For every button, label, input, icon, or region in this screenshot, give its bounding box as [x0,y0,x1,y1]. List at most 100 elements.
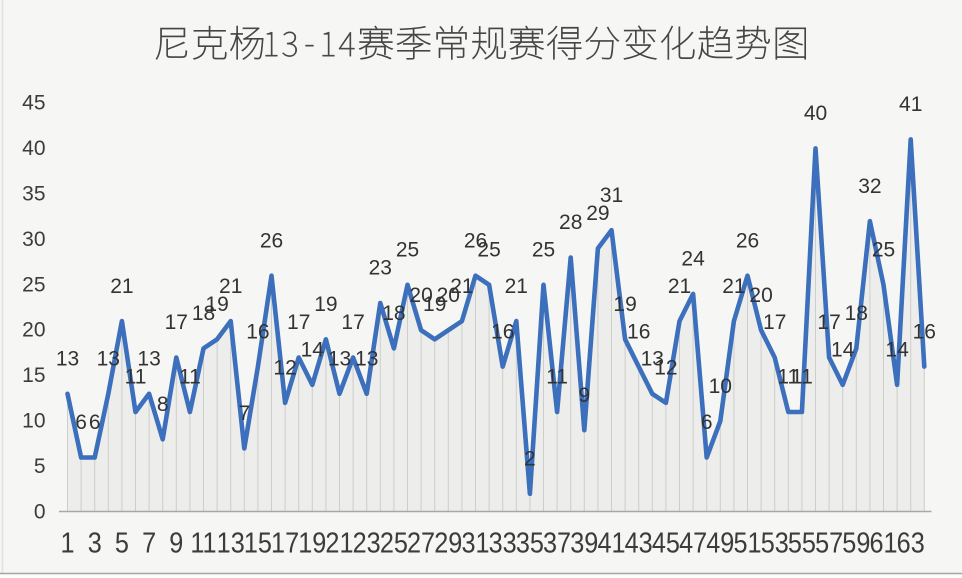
svg-text:30: 30 [22,228,45,251]
svg-text:11: 11 [791,366,813,389]
svg-text:19: 19 [205,293,228,316]
svg-text:7: 7 [142,526,156,559]
svg-text:23: 23 [369,257,392,280]
svg-text:53: 53 [761,526,789,559]
svg-text:25: 25 [532,239,555,262]
svg-text:18: 18 [192,302,215,325]
svg-text:13: 13 [56,348,79,371]
svg-text:15: 15 [244,526,272,559]
svg-text:59: 59 [842,526,870,559]
svg-text:13: 13 [328,348,351,371]
svg-text:25: 25 [396,239,419,262]
svg-text:35: 35 [22,182,45,205]
svg-text:20: 20 [437,284,460,307]
svg-text:14: 14 [831,339,855,362]
svg-text:19: 19 [613,293,636,316]
svg-text:29: 29 [586,202,609,225]
svg-text:41: 41 [899,93,922,116]
svg-text:11: 11 [125,366,147,389]
svg-text:39: 39 [570,526,598,559]
svg-text:19: 19 [314,293,337,316]
svg-text:26: 26 [736,229,759,252]
svg-text:40: 40 [22,137,45,160]
svg-text:16: 16 [491,320,514,343]
svg-text:55: 55 [788,526,816,559]
svg-text:1: 1 [60,526,74,559]
svg-text:45: 45 [22,92,45,115]
svg-text:47: 47 [679,526,707,559]
svg-text:14: 14 [301,339,325,362]
svg-text:26: 26 [464,229,487,252]
svg-text:11: 11 [179,366,201,389]
svg-text:11: 11 [546,366,568,389]
svg-text:12: 12 [654,357,677,380]
svg-text:61: 61 [869,526,897,559]
svg-text:6: 6 [75,411,87,434]
svg-text:7: 7 [238,402,250,425]
svg-text:35: 35 [516,526,544,559]
svg-text:9: 9 [578,384,590,407]
svg-text:10: 10 [22,410,45,433]
svg-text:40: 40 [804,102,827,125]
svg-text:21: 21 [722,275,745,298]
svg-text:5: 5 [115,526,129,559]
svg-text:63: 63 [897,526,925,559]
svg-text:17: 17 [165,311,188,334]
svg-text:16: 16 [913,320,936,343]
svg-text:19: 19 [298,526,326,559]
svg-text:29: 29 [434,526,462,559]
svg-text:17: 17 [341,311,364,334]
svg-text:21: 21 [450,275,473,298]
svg-text:21: 21 [668,275,691,298]
svg-text:24: 24 [681,248,705,271]
svg-text:37: 37 [543,526,571,559]
svg-text:10: 10 [709,375,732,398]
svg-text:5: 5 [34,455,46,478]
svg-text:17: 17 [271,526,299,559]
svg-text:14: 14 [885,339,909,362]
svg-text:31: 31 [600,184,623,207]
svg-text:25: 25 [477,239,500,262]
svg-text:20: 20 [409,284,432,307]
svg-text:43: 43 [625,526,653,559]
svg-text:2: 2 [524,448,536,471]
svg-text:21: 21 [325,526,353,559]
svg-text:41: 41 [597,526,625,559]
svg-text:49: 49 [706,526,734,559]
svg-text:19: 19 [423,293,446,316]
svg-text:16: 16 [627,320,650,343]
svg-text:33: 33 [489,526,517,559]
svg-text:57: 57 [815,526,843,559]
svg-text:21: 21 [110,275,133,298]
svg-text:18: 18 [845,302,868,325]
svg-text:26: 26 [260,229,283,252]
svg-text:13: 13 [355,348,378,371]
svg-text:11: 11 [777,366,799,389]
svg-text:20: 20 [22,319,45,342]
svg-text:15: 15 [22,364,45,387]
svg-text:6: 6 [701,411,713,434]
svg-text:9: 9 [169,526,183,559]
svg-text:17: 17 [817,311,840,334]
svg-text:31: 31 [462,526,490,559]
svg-text:13: 13 [97,348,120,371]
svg-text:13: 13 [641,348,664,371]
svg-text:12: 12 [273,357,296,380]
svg-text:18: 18 [382,302,405,325]
svg-text:32: 32 [858,175,881,198]
svg-text:27: 27 [407,526,435,559]
svg-text:28: 28 [559,211,582,234]
svg-text:25: 25 [22,273,45,296]
svg-text:25: 25 [380,526,408,559]
svg-text:20: 20 [749,284,772,307]
svg-text:11: 11 [190,526,216,559]
svg-text:45: 45 [652,526,680,559]
svg-text:17: 17 [287,311,310,334]
svg-text:21: 21 [505,275,528,298]
svg-text:8: 8 [157,393,169,416]
svg-text:0: 0 [34,501,46,524]
svg-text:23: 23 [353,526,381,559]
svg-text:13: 13 [137,348,160,371]
svg-text:6: 6 [89,411,101,434]
svg-text:21: 21 [219,275,242,298]
